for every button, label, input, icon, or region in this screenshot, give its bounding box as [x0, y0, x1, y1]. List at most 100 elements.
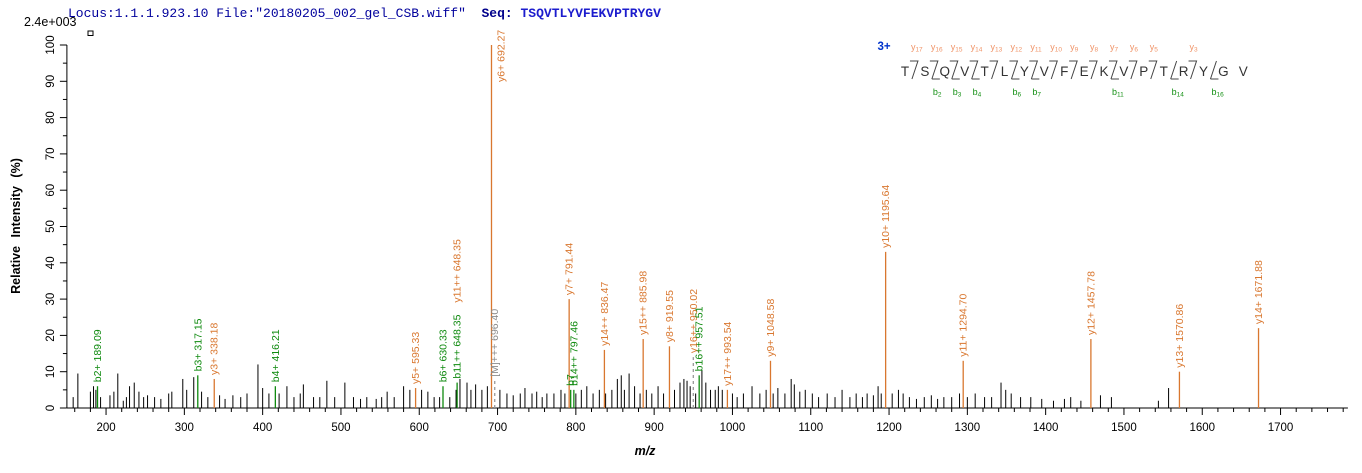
residue-letter: K [1099, 64, 1108, 79]
x-tick-label: 1600 [1189, 422, 1215, 434]
map-y-ion-label: y6 [1130, 42, 1139, 54]
fragment-slash [1029, 60, 1040, 80]
peak-label: b7 [565, 374, 577, 386]
residue-letter: S [920, 64, 929, 79]
residue-letter: E [1080, 64, 1089, 79]
y-axis: 0 10 20 30 40 50 60 70 80 90 100 Relative Intensity… [9, 30, 94, 411]
peak-label: b4+ 416.21 [270, 329, 282, 382]
y-tick-label: 80 [45, 111, 57, 124]
residue-letter: T [901, 64, 909, 79]
x-axis-title: m/z [635, 444, 657, 458]
map-y-ion-label: y11 [1030, 42, 1042, 54]
residue-letter: Y [1020, 64, 1029, 79]
residue-letter: T [1160, 64, 1168, 79]
peak-label: y11+ 1294.70 [958, 293, 970, 356]
map-y-ion-label: y12 [1010, 42, 1022, 54]
peak-label: y15++ 885.98 [638, 271, 650, 335]
map-b-ion-label: b6 [1012, 87, 1021, 99]
peak-label: b11++ 648.35 [452, 314, 464, 378]
y-tick-label: 70 [45, 148, 57, 161]
fragment-slash [1128, 60, 1138, 80]
locus-text: Locus:1.1.1.923.10 File:"20180205_002_ge… [68, 6, 466, 21]
peak-label: y5+ 595.33 [410, 332, 422, 384]
map-y-ion-label: y17 [911, 42, 923, 54]
x-tick-label: 800 [566, 422, 585, 434]
residue-letter: V [1040, 64, 1049, 79]
peak-label: [M]+++ 696.40 [489, 309, 501, 377]
noise-peaks [72, 364, 1170, 408]
map-b-ion-label: b14 [1172, 87, 1185, 99]
x-tick-label: 400 [253, 422, 272, 434]
fragment-slash [1089, 60, 1098, 80]
peak-label: y11++ 648.35 [452, 239, 464, 303]
peak-label: y12+ 1457.78 [1085, 271, 1097, 335]
map-y-ion-label: y15 [951, 42, 963, 54]
fragment-slash [1009, 60, 1020, 80]
y-tick-label: 50 [45, 220, 57, 233]
x-tick-label: 500 [331, 422, 350, 434]
peak-label: y16++ 950.02 [688, 289, 700, 353]
map-y-ion-label: y10 [1050, 42, 1062, 54]
map-y-ion-label: y8 [1090, 42, 1099, 54]
map-y-ion-label: y5 [1150, 42, 1159, 54]
y-tick-label: 20 [45, 329, 57, 342]
map-y-ion-label: y3 [1190, 42, 1199, 54]
map-b-ion-label: b16 [1211, 87, 1224, 99]
y-tick-label: 40 [45, 256, 57, 269]
peak-labels: b2+ 189.09 b3+ 317.15 y3+ 338.18 b4+ 416.21… [92, 30, 1265, 386]
x-tick-label: 1100 [798, 422, 823, 434]
precursor-charge-label: 3+ [877, 41, 890, 53]
fragment-slash [909, 60, 919, 80]
residue-letter: T [980, 64, 988, 79]
peak-label: y6+ 692.27 [495, 30, 507, 82]
residue-letter: R [1179, 64, 1189, 79]
peak-label: y13+ 1570.86 [1174, 304, 1186, 368]
map-b-ion-label: b4 [973, 87, 982, 99]
fragment-slash [1188, 60, 1198, 80]
residue-letter: V [960, 64, 969, 79]
map-y-ion-label: y16 [931, 42, 943, 54]
residue-letter: Y [1199, 64, 1208, 79]
y-tick-label: 0 [45, 405, 57, 411]
fragment-slash [1069, 60, 1078, 80]
map-y-ion-label: y7 [1110, 42, 1119, 54]
y-tick-label: 90 [45, 75, 57, 88]
peak-label: b2+ 189.09 [92, 329, 104, 382]
residue-letter: G [1218, 64, 1229, 79]
fragment-slash [1170, 60, 1179, 80]
residue-letter: L [1001, 64, 1009, 79]
peak-label: y14+ 1671.88 [1253, 260, 1265, 324]
map-y-ion-label: y9 [1070, 42, 1079, 54]
map-b-ion-label: b2 [933, 87, 942, 99]
peak-label: y3+ 338.18 [209, 323, 221, 375]
scale-marker [87, 30, 94, 36]
residue-letter: P [1139, 64, 1148, 79]
map-y-ion-label: y14 [971, 42, 983, 54]
residue-letter: V [1239, 64, 1248, 79]
fragment-slash [1049, 60, 1058, 80]
map-b-ion-label: b11 [1112, 87, 1124, 99]
x-tick-label: 1400 [1033, 422, 1059, 434]
y-tick-label: 100 [45, 35, 57, 54]
peak-label: y10+ 1195.64 [880, 185, 892, 248]
fragment-slash [929, 60, 940, 80]
peak-label: b3+ 317.15 [192, 318, 204, 371]
x-tick-label: 1200 [876, 422, 902, 434]
map-b-ion-label: b7 [1032, 87, 1041, 99]
labeled-peaks [96, 45, 1260, 408]
x-tick-label: 600 [410, 422, 429, 434]
peak-label: y9+ 1048.58 [765, 299, 777, 357]
x-tick-label: 1000 [720, 422, 746, 434]
peak-label: y7+ 791.44 [564, 243, 576, 295]
map-y-ion-label: y13 [991, 42, 1003, 54]
x-axis: 200 300 400 500 600 700 800 900 1000 1100 1200 1300… [66, 407, 1348, 458]
residue-letter: V [1119, 64, 1128, 79]
x-tick-label: 1500 [1111, 422, 1137, 434]
peak-label: b6+ 630.33 [437, 329, 449, 382]
peak-label: y17++ 993.54 [722, 321, 734, 385]
spectrum-header: Locus:1.1.1.923.10 File:"20180205_002_ge… [68, 6, 661, 21]
x-tick-label: 300 [175, 422, 194, 434]
